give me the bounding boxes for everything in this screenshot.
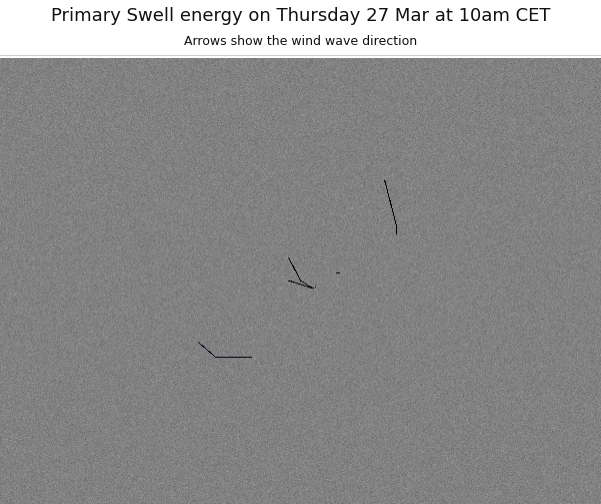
Text: Arrows show the wind wave direction: Arrows show the wind wave direction [184,35,417,48]
Text: Primary Swell energy on Thursday 27 Mar at 10am CET: Primary Swell energy on Thursday 27 Mar … [50,7,551,25]
